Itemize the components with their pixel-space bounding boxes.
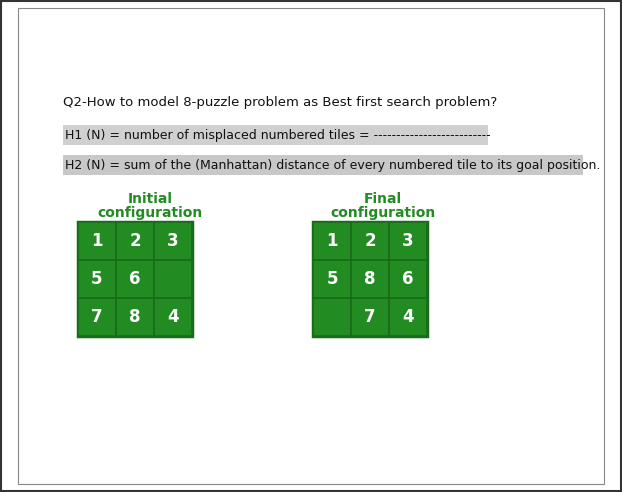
Text: Final: Final [364,192,402,206]
Text: 5: 5 [91,270,103,288]
FancyBboxPatch shape [351,260,389,298]
Text: configuration: configuration [330,206,435,220]
Text: H2 (N) = sum of the (Manhattan) distance of every numbered tile to its goal posi: H2 (N) = sum of the (Manhattan) distance… [65,158,600,172]
Text: 3: 3 [167,232,179,250]
FancyBboxPatch shape [78,222,116,260]
FancyBboxPatch shape [154,222,192,260]
Text: configuration: configuration [98,206,203,220]
FancyBboxPatch shape [351,222,389,260]
Text: Q2-How to model 8-puzzle problem as Best first search problem?: Q2-How to model 8-puzzle problem as Best… [63,96,497,109]
Text: 7: 7 [91,308,103,326]
Text: Initial: Initial [128,192,172,206]
Text: 5: 5 [327,270,338,288]
Text: 2: 2 [129,232,141,250]
Text: 6: 6 [129,270,141,288]
Text: 4: 4 [167,308,179,326]
Text: 1: 1 [327,232,338,250]
FancyBboxPatch shape [154,260,192,298]
FancyBboxPatch shape [313,298,351,336]
FancyBboxPatch shape [313,222,427,336]
FancyBboxPatch shape [351,298,389,336]
FancyBboxPatch shape [389,260,427,298]
Text: 2: 2 [364,232,376,250]
FancyBboxPatch shape [63,125,488,145]
FancyBboxPatch shape [116,222,154,260]
FancyBboxPatch shape [78,222,192,336]
Text: 7: 7 [364,308,376,326]
FancyBboxPatch shape [389,222,427,260]
Text: 8: 8 [364,270,376,288]
FancyBboxPatch shape [116,298,154,336]
FancyBboxPatch shape [63,155,583,175]
Text: 3: 3 [402,232,414,250]
FancyBboxPatch shape [116,260,154,298]
Text: 8: 8 [129,308,141,326]
Text: 6: 6 [402,270,414,288]
FancyBboxPatch shape [313,260,351,298]
Text: 1: 1 [91,232,103,250]
FancyBboxPatch shape [313,222,351,260]
FancyBboxPatch shape [154,298,192,336]
Text: 4: 4 [402,308,414,326]
FancyBboxPatch shape [389,298,427,336]
Text: H1 (N) = number of misplaced numbered tiles = --------------------------: H1 (N) = number of misplaced numbered ti… [65,128,491,142]
FancyBboxPatch shape [78,260,116,298]
FancyBboxPatch shape [78,298,116,336]
